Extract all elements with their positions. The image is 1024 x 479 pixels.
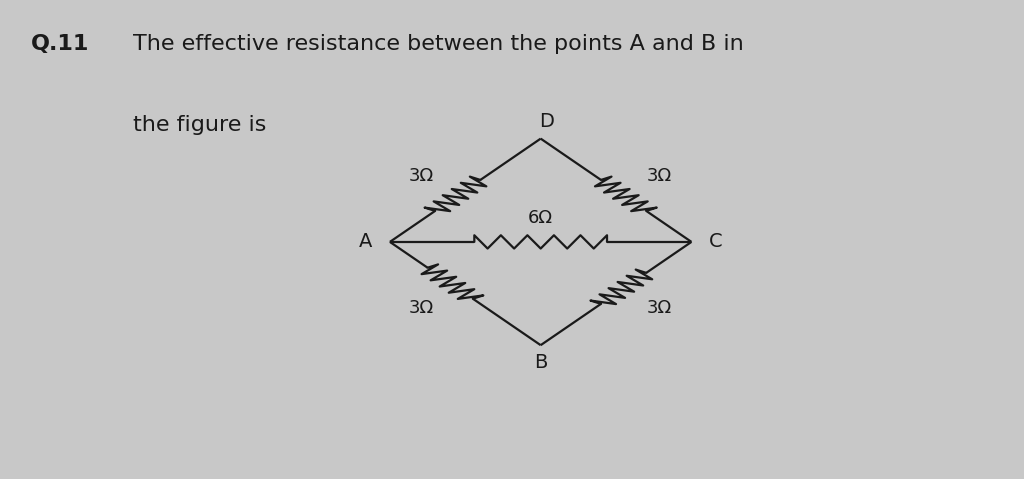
Text: 3Ω: 3Ω [409,299,434,317]
Text: Q.11: Q.11 [31,34,89,54]
Text: 6Ω: 6Ω [528,209,553,227]
Text: B: B [534,354,548,372]
Text: The effective resistance between the points A and B in: The effective resistance between the poi… [133,34,743,54]
Text: 3Ω: 3Ω [647,167,673,184]
Text: A: A [359,232,373,251]
Text: D: D [540,112,554,130]
Text: 3Ω: 3Ω [409,167,434,184]
Text: C: C [709,232,723,251]
Text: 3Ω: 3Ω [647,299,673,317]
Text: the figure is: the figure is [133,115,266,135]
